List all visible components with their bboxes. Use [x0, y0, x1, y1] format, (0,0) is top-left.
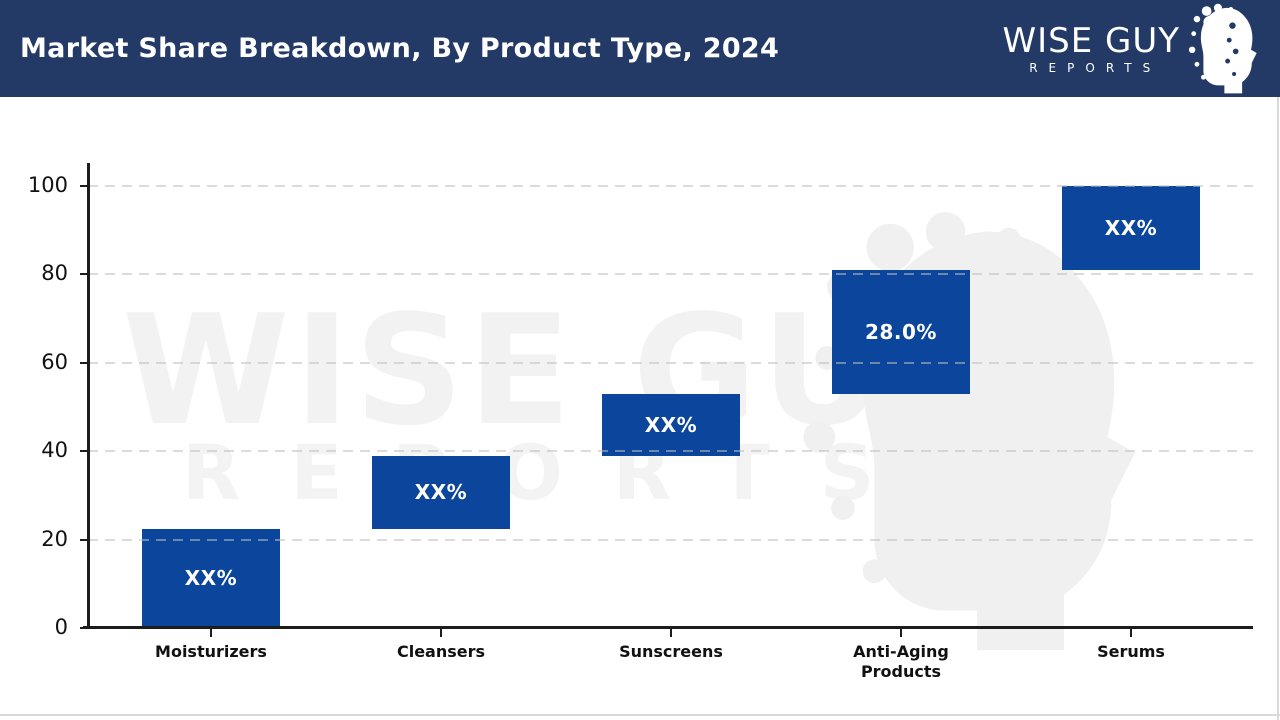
- bar-value-label: XX%: [414, 480, 468, 505]
- bar-serums: XX%: [1062, 186, 1200, 270]
- x-tick-2: [670, 629, 672, 637]
- gridline-y-100: [88, 185, 1253, 187]
- x-category-label: Anti-Aging Products: [853, 642, 949, 681]
- y-tick-label: 20: [41, 526, 68, 551]
- y-tick-0: [80, 627, 88, 629]
- chart-title: Market Share Breakdown, By Product Type,…: [20, 33, 780, 64]
- bar-moisturizers: XX%: [142, 528, 280, 628]
- x-tick-3: [900, 629, 902, 637]
- bar-sunscreens: XX%: [602, 393, 740, 456]
- brand-logo: WISE GUY REPORTS: [1002, 3, 1270, 95]
- page-bottom-border: [0, 714, 1280, 716]
- brand-head-icon: [1188, 3, 1257, 93]
- x-category-label: Sunscreens: [619, 642, 723, 661]
- y-tick-label: 40: [41, 438, 68, 463]
- page-right-border: [1277, 97, 1279, 720]
- gridline-y-80: [88, 273, 1253, 276]
- x-tick-1: [440, 629, 442, 637]
- y-tick-100: [80, 185, 88, 187]
- watermark-brand-subtext: REPORTS: [182, 428, 925, 517]
- gridline-y-40: [88, 450, 1253, 453]
- x-tick-0: [210, 629, 212, 637]
- brand-name: WISE GUY: [1002, 20, 1180, 61]
- y-tick-80: [80, 273, 88, 276]
- x-category-label: Serums: [1097, 642, 1165, 661]
- y-tick-label: 0: [54, 615, 68, 639]
- gridline-y-20: [88, 538, 1253, 541]
- bar-value-label: XX%: [184, 566, 238, 591]
- bar-cleansers: XX%: [372, 455, 510, 529]
- y-tick-label: 80: [41, 261, 68, 286]
- bar-value-label: XX%: [644, 412, 698, 437]
- x-category-label: Cleansers: [396, 642, 486, 661]
- x-tick-4: [1130, 629, 1132, 637]
- brand-logo-text: WISE GUY REPORTS: [1002, 24, 1180, 74]
- x-axis-line: [83, 626, 1253, 629]
- brand-subname: REPORTS: [1029, 60, 1162, 75]
- gridline-y-60: [88, 361, 1253, 364]
- bar-anti-aging-products: 28.0%: [832, 269, 970, 394]
- y-tick-label: 60: [41, 349, 68, 374]
- header-bar: Market Share Breakdown, By Product Type,…: [0, 0, 1280, 97]
- bar-value-label: 28.0%: [865, 319, 937, 344]
- y-axis-line: [87, 163, 90, 629]
- y-tick-40: [80, 450, 88, 453]
- y-tick-60: [80, 361, 88, 364]
- y-tick-label: 100: [27, 173, 68, 197]
- bar-value-label: XX%: [1104, 215, 1158, 240]
- y-tick-20: [80, 538, 88, 541]
- x-category-label: Moisturizers: [155, 642, 267, 661]
